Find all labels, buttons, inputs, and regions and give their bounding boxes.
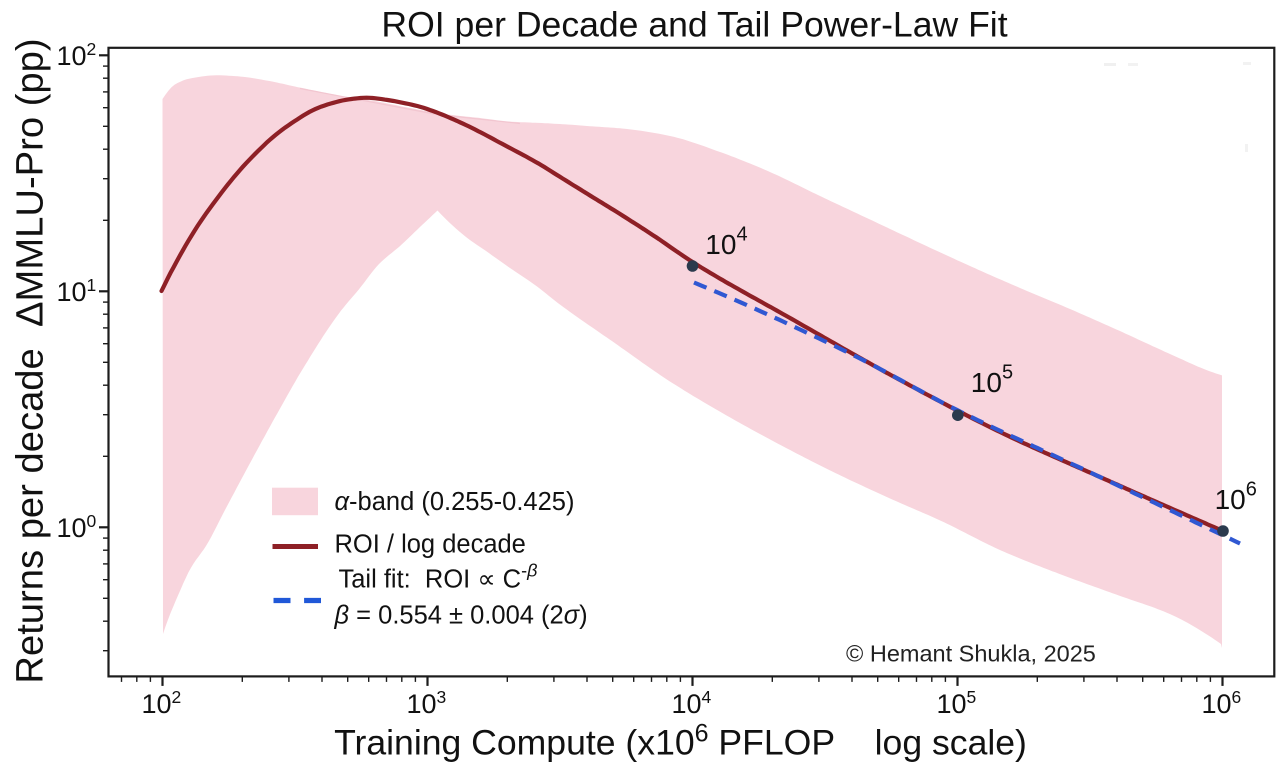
svg-text:α-band (0.255-0.425): α-band (0.255-0.425) xyxy=(335,488,575,516)
svg-text:© Hemant Shukla, 2025: © Hemant Shukla, 2025 xyxy=(846,641,1096,667)
svg-text:ROI per Decade and Tail Power-: ROI per Decade and Tail Power-Law Fit xyxy=(381,5,1007,45)
svg-text:104: 104 xyxy=(705,224,747,261)
svg-text:β = 0.554 ± 0.004 (2σ): β = 0.554 ± 0.004 (2σ) xyxy=(334,602,588,630)
svg-text:ROI / log decade: ROI / log decade xyxy=(335,531,526,559)
svg-text:Training Compute (x106 PFLOP: Training Compute (x106 PFLOP log scale) xyxy=(334,720,1027,763)
svg-text:Tail fit: ROI ∝ C-β: Tail fit: ROI ∝ C-β xyxy=(339,561,538,594)
svg-text:Returns per decade ΔMMLU-Pro: Returns per decade ΔMMLU-Pro (pp) xyxy=(9,38,52,683)
